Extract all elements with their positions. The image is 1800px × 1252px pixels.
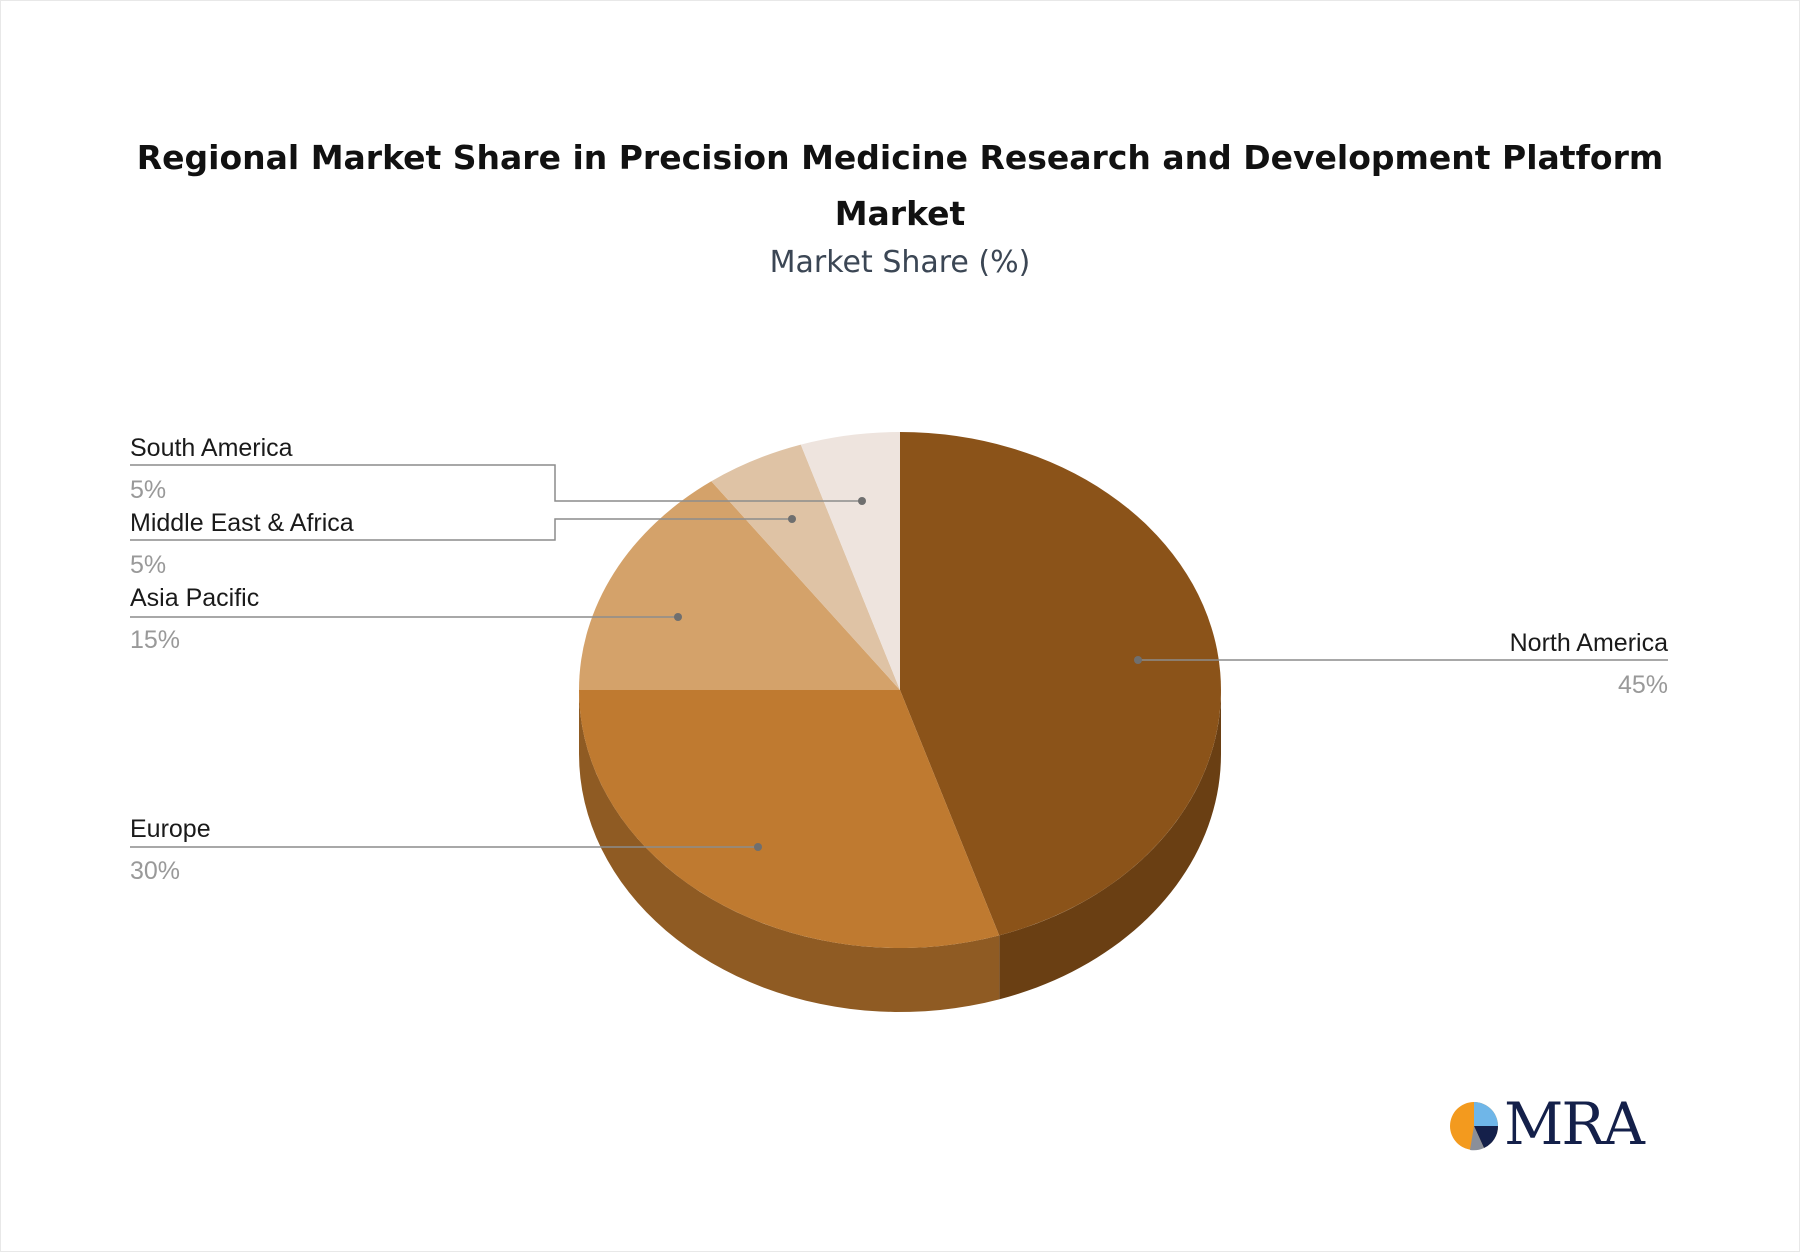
callout-dot-europe — [754, 843, 762, 851]
pie-slice-north-america[interactable] — [900, 432, 1221, 936]
logo-mark-icon — [1450, 1102, 1499, 1151]
logo-text: MRA — [1504, 1090, 1645, 1158]
callout-value-south-america: 5% — [130, 476, 166, 504]
callout-value-middle-east-africa: 5% — [130, 551, 166, 579]
callout-name-south-america: South America — [130, 434, 293, 462]
chart-subtitle: Market Share (%) — [769, 245, 1031, 280]
pie-callouts: North America 45% Europe 30% Asia Pacific 15%… — [130, 434, 1668, 885]
pie-side-europe — [579, 690, 1000, 1012]
callout-dot-south-america — [858, 497, 866, 505]
callout-name-asia-pacific: Asia Pacific — [130, 584, 259, 612]
callout-name-middle-east-africa: Middle East & Africa — [130, 509, 354, 537]
pie-slice-europe[interactable] — [579, 690, 1000, 948]
callout-name-north-america: North America — [1510, 629, 1668, 657]
callout-value-europe: 30% — [130, 857, 180, 885]
chart-title-line-1: Regional Market Share in Precision Medic… — [136, 138, 1664, 177]
chart-title: Regional Market Share in Precision Medic… — [0, 130, 1800, 242]
pie-slice-middle-east-africa[interactable] — [711, 444, 900, 690]
pie-tops — [579, 432, 1221, 948]
callout-name-europe: Europe — [130, 815, 211, 843]
callout-dot-middle-east-africa — [788, 515, 796, 523]
callout-line-south-america — [130, 464, 862, 502]
callout-dot-asia-pacific — [674, 613, 682, 621]
mra-logo: MRA — [1448, 1090, 1648, 1158]
pie-sides — [579, 690, 1221, 1012]
callout-line-middle-east-africa — [130, 518, 792, 541]
pie-slice-asia-pacific[interactable] — [579, 481, 900, 690]
callout-dot-north-america — [1134, 656, 1142, 664]
chart-title-line-2: Market — [834, 194, 966, 233]
pie-side-north-america — [999, 690, 1221, 1000]
pie-slice-south-america[interactable] — [800, 432, 900, 690]
callout-value-asia-pacific: 15% — [130, 626, 180, 654]
callout-value-north-america: 45% — [1618, 671, 1668, 699]
